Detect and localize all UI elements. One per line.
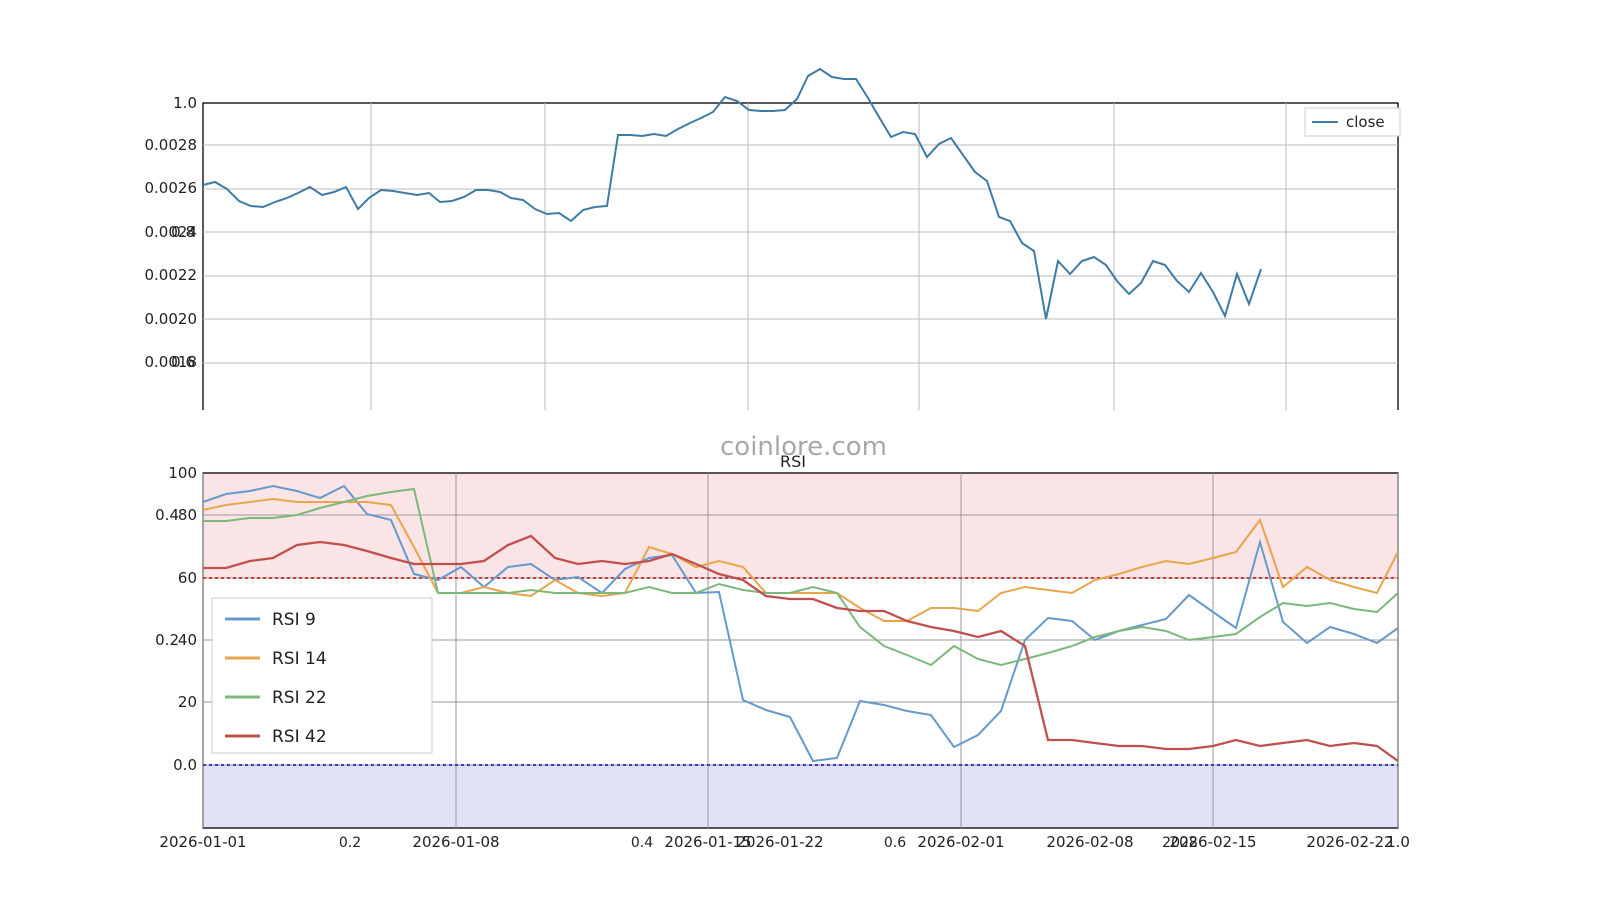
svg-text:0.0022: 0.0022 bbox=[145, 266, 198, 284]
svg-text:0.0026: 0.0026 bbox=[145, 179, 198, 197]
overbought-zone bbox=[203, 473, 1398, 578]
close-price-line bbox=[203, 69, 1261, 319]
svg-text:0.2: 0.2 bbox=[155, 631, 179, 649]
price-chart-hgrid bbox=[203, 145, 1398, 363]
svg-text:40: 40 bbox=[178, 631, 197, 649]
svg-text:0.4: 0.4 bbox=[631, 835, 653, 851]
rsi-chart-y-labels: 100 80 0.4 60 40 0.2 20 0.0 bbox=[155, 464, 197, 774]
svg-text:0.6: 0.6 bbox=[171, 353, 195, 371]
svg-text:2026-01-08: 2026-01-08 bbox=[412, 833, 499, 851]
svg-text:0.4: 0.4 bbox=[155, 506, 179, 524]
svg-text:2026-02-22: 2026-02-22 bbox=[1306, 833, 1393, 851]
rsi-14-legend-label: RSI 14 bbox=[272, 649, 327, 669]
price-legend-label: close bbox=[1346, 113, 1385, 131]
svg-text:2028: 2028 bbox=[1162, 835, 1198, 851]
price-chart-vgrid bbox=[371, 103, 1286, 410]
svg-text:2026-02-01: 2026-02-01 bbox=[917, 833, 1004, 851]
svg-text:2026-01-22: 2026-01-22 bbox=[736, 833, 823, 851]
svg-text:1.0: 1.0 bbox=[173, 94, 197, 112]
price-chart-y-labels: 1.0 0.0028 0.0026 0.0024 0.8 0.0022 0.00… bbox=[145, 94, 198, 371]
svg-text:0.0028: 0.0028 bbox=[145, 136, 198, 154]
svg-text:100: 100 bbox=[168, 464, 197, 482]
chart-root: 1.0 0.0028 0.0026 0.0024 0.8 0.0022 0.00… bbox=[0, 0, 1600, 900]
svg-text:2026-02-08: 2026-02-08 bbox=[1046, 833, 1133, 851]
rsi-chart-svg: 100 80 0.4 60 40 0.2 20 0.0 2026-01-01 0… bbox=[0, 410, 1600, 900]
svg-text:0.8: 0.8 bbox=[171, 223, 195, 241]
oversold-zone bbox=[203, 765, 1398, 828]
svg-text:2026-01-01: 2026-01-01 bbox=[159, 833, 246, 851]
price-chart-svg: 1.0 0.0028 0.0026 0.0024 0.8 0.0022 0.00… bbox=[0, 0, 1600, 410]
rsi-22-legend-label: RSI 22 bbox=[272, 688, 327, 708]
svg-text:0.2: 0.2 bbox=[339, 835, 361, 851]
svg-text:0.6: 0.6 bbox=[884, 835, 906, 851]
rsi-chart-x-labels: 2026-01-01 0.2 2026-01-08 2026-01-15 0.4… bbox=[159, 833, 1410, 851]
svg-text:0.0020: 0.0020 bbox=[145, 310, 198, 328]
svg-text:80: 80 bbox=[178, 506, 197, 524]
svg-text:20: 20 bbox=[178, 693, 197, 711]
price-chart-border bbox=[203, 103, 1398, 410]
svg-text:1.0: 1.0 bbox=[1386, 833, 1410, 851]
svg-text:60: 60 bbox=[178, 569, 197, 587]
rsi-42-legend-label: RSI 42 bbox=[272, 727, 327, 747]
rsi-9-legend-label: RSI 9 bbox=[272, 610, 316, 630]
svg-text:0.0: 0.0 bbox=[173, 756, 197, 774]
